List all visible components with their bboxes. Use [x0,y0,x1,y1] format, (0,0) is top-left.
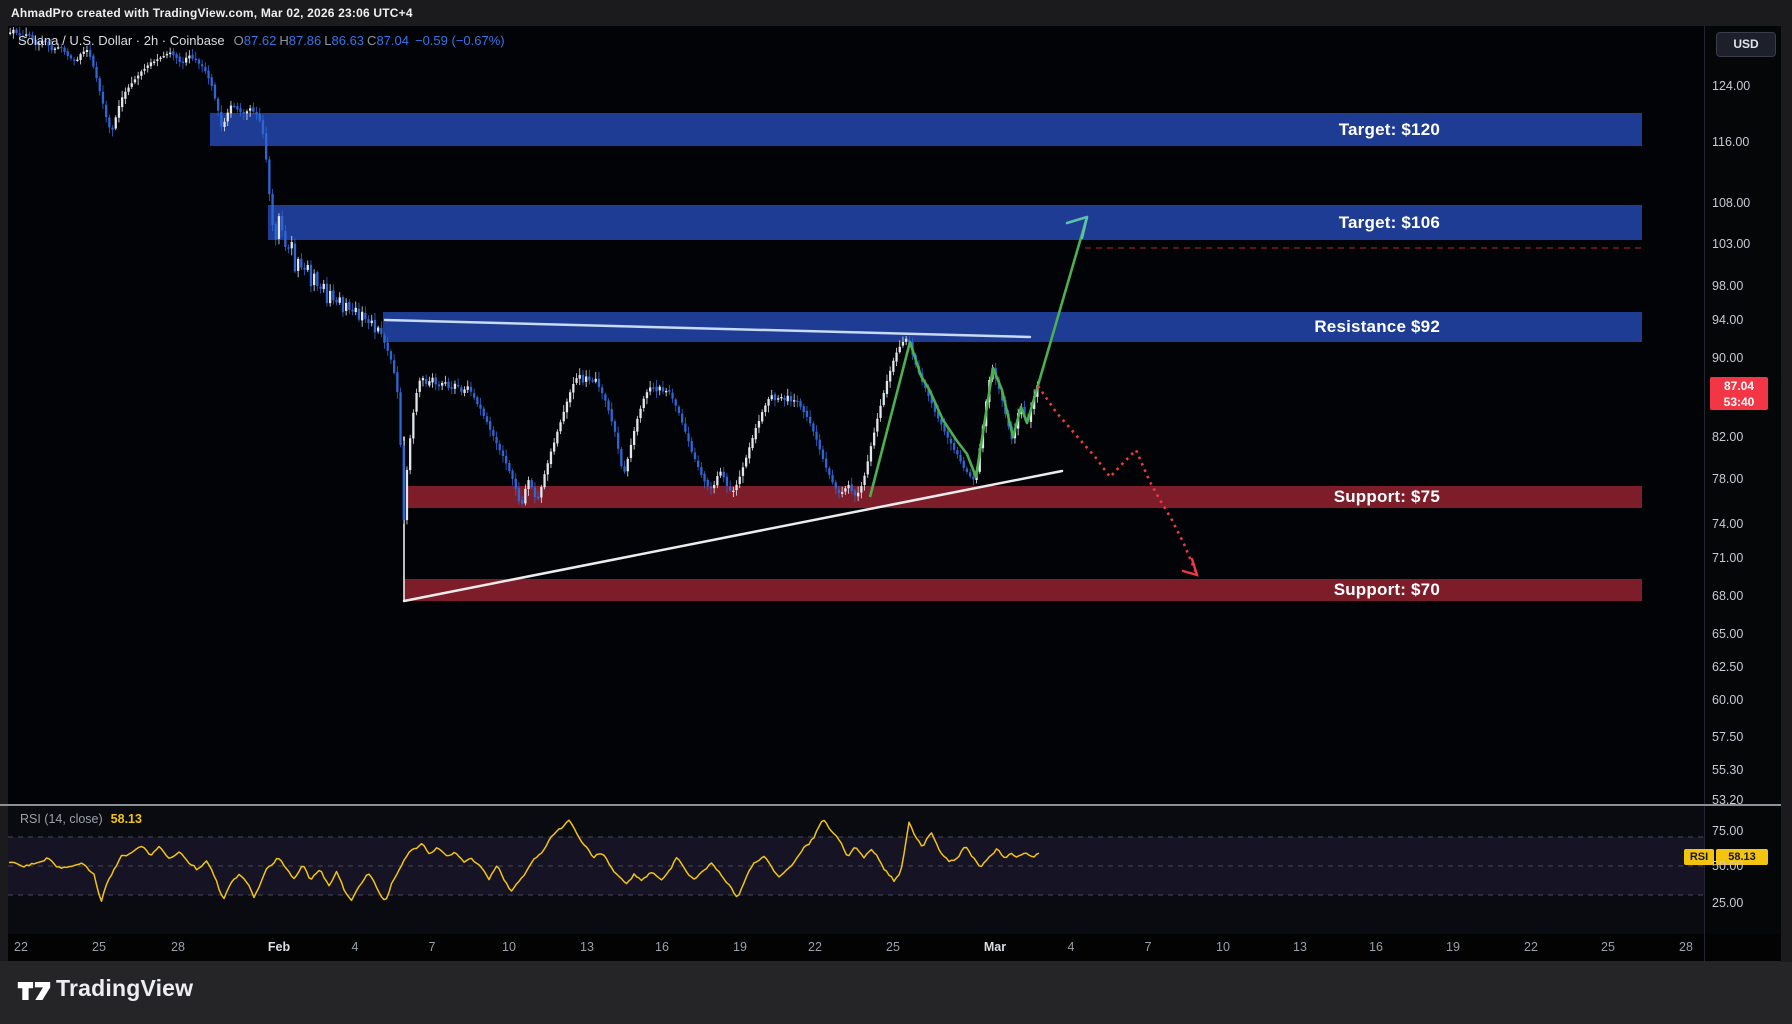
time-tick: 19 [733,940,747,954]
time-tick: 22 [808,940,822,954]
time-tick: 28 [171,940,185,954]
price-tick: 57.50 [1712,730,1744,744]
left-frame [0,26,8,962]
time-tick: 13 [1293,940,1307,954]
bar-countdown: 53:40 [1723,395,1755,409]
time-tick: 7 [428,940,436,954]
currency-toggle-button[interactable]: USD [1716,32,1776,57]
rsi-axis-tick: 50.00 [1712,859,1744,873]
time-tick: 16 [1369,940,1383,954]
tradingview-wordmark[interactable]: TradingView [56,975,194,1001]
tradingview-logo-icon[interactable] [16,977,52,1005]
price-tick: 74.00 [1712,517,1744,531]
time-tick: 22 [1524,940,1538,954]
price-axis-border [1704,26,1705,961]
price-tick: 124.00 [1712,79,1751,93]
time-tick: 4 [351,940,359,954]
price-tick: 68.00 [1712,589,1744,603]
price-tick: 53.20 [1712,793,1744,807]
time-tick: 13 [580,940,594,954]
price-tick: 55.30 [1712,763,1744,777]
price-tick: 94.00 [1712,313,1744,327]
time-tick: 22 [14,940,28,954]
time-tick: 25 [1601,940,1615,954]
time-tick: 16 [655,940,669,954]
time-tick: 10 [1216,940,1230,954]
price-tick: 60.00 [1712,693,1744,707]
price-tick: 98.00 [1712,279,1744,293]
last-price-value: 87.04 [1723,379,1755,393]
time-tick: 4 [1067,940,1075,954]
price-tick: 90.00 [1712,351,1744,365]
time-tick: 25 [92,940,106,954]
footer-bar: TradingView [0,961,1792,1024]
time-tick: 19 [1446,940,1460,954]
rsi-axis-value-badge: 58.13 [1716,849,1768,865]
time-tick: 25 [886,940,900,954]
time-tick: 7 [1144,940,1152,954]
attribution-text: AhmadPro created with TradingView.com, M… [11,6,413,20]
time-tick: Mar [983,940,1007,954]
price-tick: 103.00 [1712,237,1751,251]
price-pane-canvas[interactable] [8,26,1704,805]
time-axis[interactable]: 22 25 28 Feb 4 7 10 13 16 19 22 25 Mar 4 7 10 13 16 19 22 25… [8,934,1780,961]
price-tick: 71.00 [1712,551,1744,565]
price-tick: 78.00 [1712,472,1744,486]
price-tick: 116.00 [1712,135,1750,149]
rsi-axis-tick: 25.00 [1712,896,1744,910]
price-tick: 108.00 [1712,196,1751,210]
price-tick: 62.50 [1712,660,1744,674]
time-tick: 28 [1679,940,1693,954]
right-frame [1781,26,1792,962]
attribution-bar: AhmadPro created with TradingView.com, M… [0,0,1792,26]
rsi-axis-tick: 75.00 [1712,824,1744,838]
pane-divider[interactable] [0,804,1784,806]
last-price-label: 87.04 53:40 [1710,377,1768,410]
rsi-pane-canvas[interactable] [8,807,1704,934]
price-tick: 65.00 [1712,627,1744,641]
price-tick: 82.00 [1712,430,1744,444]
time-tick: 10 [502,940,516,954]
time-tick: Feb [267,940,291,954]
